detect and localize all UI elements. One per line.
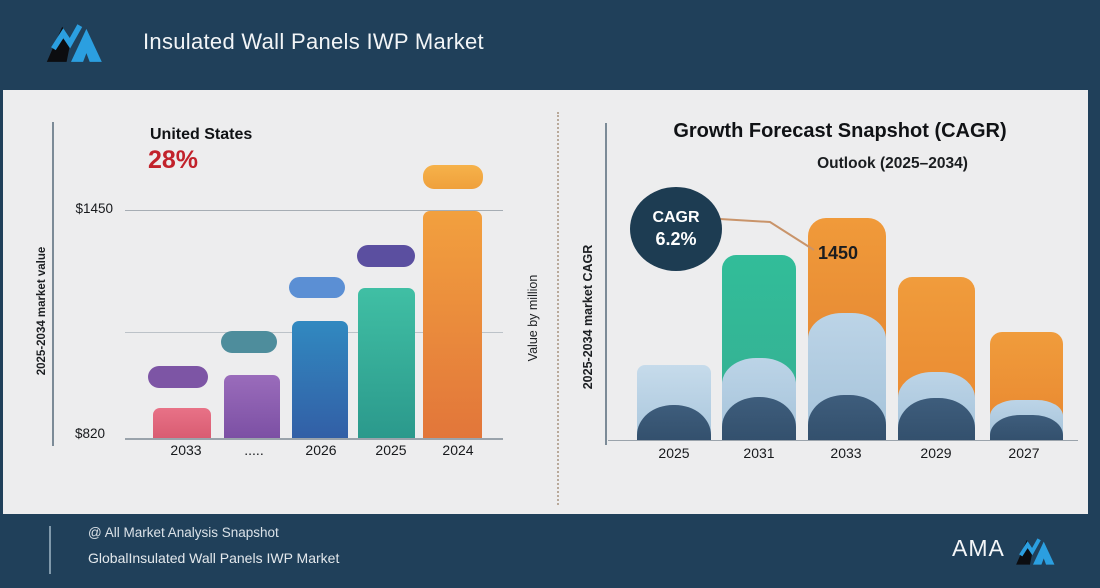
xtick-r-2031: 2031 [743,445,775,461]
xtick-r-2029: 2029 [920,445,952,461]
xtick-r-2025: 2025 [658,445,690,461]
right-chart-y-label: 2025-2034 market CAGR [581,244,595,390]
ama-logo-icon [46,24,102,62]
left-chart-x-axis [125,438,503,440]
cagr-badge-value: 6.2% [655,228,697,249]
bar-2025 [358,288,415,438]
ytick-820: $820 [74,426,105,441]
footer-divider [49,526,51,574]
bar-2026 [292,321,348,438]
bar-dots [224,375,280,438]
xtick-r-2027: 2027 [1008,445,1040,461]
cagr-badge: CAGR 6.2% [630,187,722,271]
bar-2033-cap [148,366,208,388]
xtick-r-2033: 2033 [830,445,862,461]
bar-2033-value-label: 1450 [818,243,859,263]
bar-2027-base [990,415,1063,441]
header-bar: Insulated Wall Panels IWP Market [0,0,1100,90]
cagr-badge-label: CAGR [652,208,700,226]
ytick-1450: $1450 [75,201,113,216]
bar-2025-cap [357,245,415,267]
left-chart-y-axis [52,122,54,446]
bar-2024 [423,211,482,438]
panel-divider [557,112,559,505]
footer-subtitle: GlobalInsulated Wall Panels IWP Market [88,550,340,566]
right-chart-title: Growth Forecast Snapshot (CAGR) [673,120,1007,142]
bar-2029-base [898,398,975,441]
xtick-2025: 2025 [375,442,407,458]
bar-2031-base [722,397,796,441]
bar-dots-cap [221,331,277,353]
gridline-1450 [125,210,503,211]
footer-bar: @ All Market Analysis Snapshot GlobalIns… [0,514,1100,588]
footer-credit: @ All Market Analysis Snapshot [88,525,279,540]
bar-2024-cap [423,165,483,189]
page-title: Insulated Wall Panels IWP Market [143,29,484,54]
xtick-2024: 2024 [442,442,474,458]
right-chart-x-axis [608,440,1078,441]
left-chart-highlight-value: 28% [148,146,199,174]
footer-ama-logo-icon [1016,538,1055,565]
xtick-2026: 2026 [305,442,337,458]
left-chart-y-label: 2025-2034 market value [36,246,48,376]
xtick-dots: ..... [244,442,264,458]
right-chart-subtitle: Outlook (2025–2034) [817,155,968,172]
bar-2026-cap [289,277,345,298]
left-chart-right-y-label: Value by million [526,274,540,362]
footer-brand-text: AMA [952,535,1005,561]
right-chart-y-axis [605,123,607,445]
bar-2033-base [808,395,886,441]
left-chart-title: United States [150,126,253,143]
xtick-2033: 2033 [170,442,202,458]
bar-2033 [153,408,211,438]
